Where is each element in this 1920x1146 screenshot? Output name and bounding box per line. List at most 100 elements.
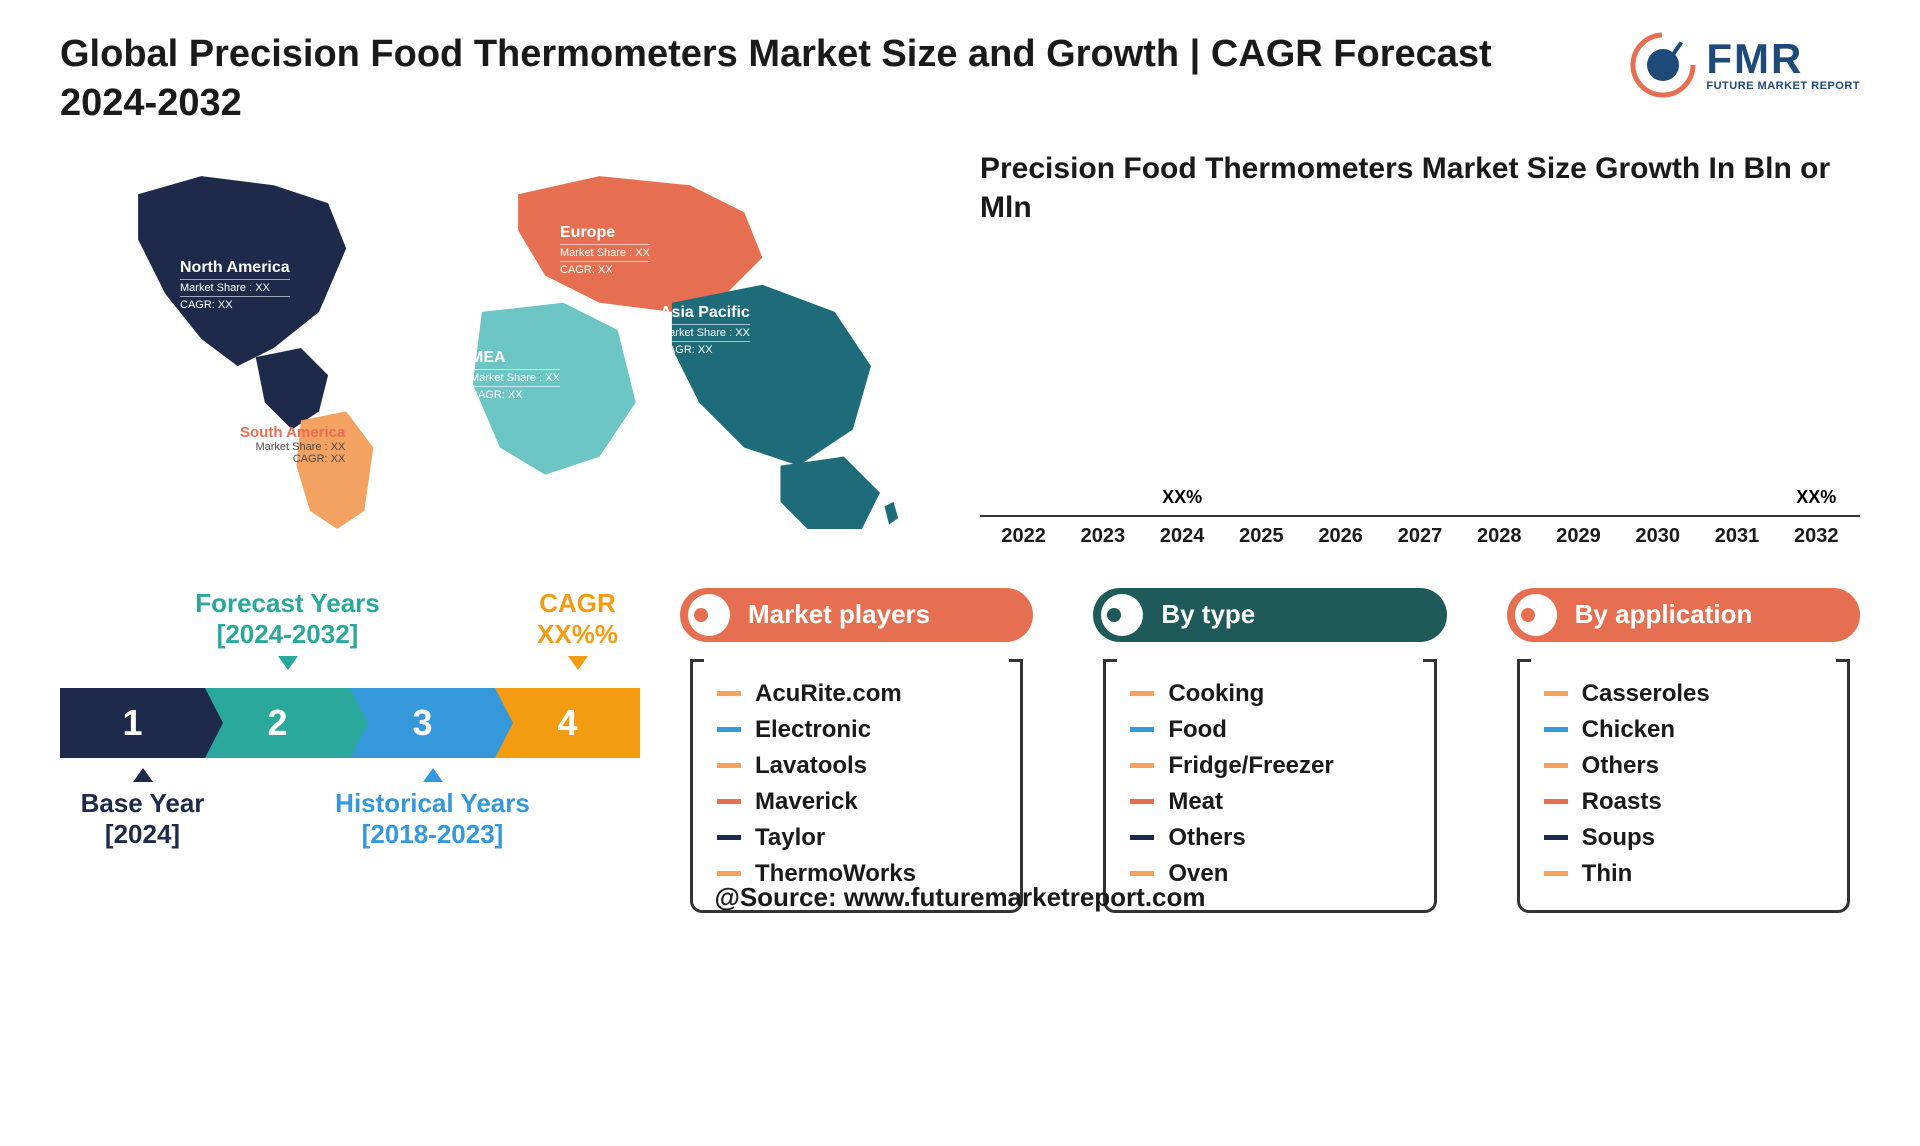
category-label: By application	[1575, 599, 1753, 630]
x-label: 2022	[990, 525, 1057, 548]
dash-icon	[1544, 799, 1568, 804]
category-list: CookingFoodFridge/FreezerMeatOthersOven	[1103, 662, 1436, 913]
pill-circle-icon	[1101, 594, 1143, 636]
dash-icon	[1130, 799, 1154, 804]
list-item-text: Roasts	[1582, 788, 1662, 816]
list-item: Food	[1130, 716, 1409, 744]
pill-circle-icon	[688, 594, 730, 636]
timeline-bar: 1 2 3 4	[60, 688, 640, 758]
dash-icon	[1130, 727, 1154, 732]
bars-container: XX% XX%	[980, 257, 1860, 517]
x-label: 2032	[1783, 525, 1850, 548]
dash-icon	[1544, 691, 1568, 696]
logo-icon	[1628, 30, 1698, 100]
list-item: Chicken	[1544, 716, 1823, 744]
list-item-text: Casseroles	[1582, 680, 1710, 708]
dash-icon	[1130, 691, 1154, 696]
x-label: 2027	[1386, 525, 1453, 548]
region-asia-pacific: Asia Pacific Market Share : XX CAGR: XX	[660, 304, 750, 356]
list-item-text: Thin	[1582, 860, 1633, 888]
list-item: Maverick	[717, 788, 996, 816]
category-list: Casseroles Chicken Others Roasts Soups Thin	[1517, 662, 1850, 913]
x-label: 2031	[1703, 525, 1770, 548]
category-label: Market players	[748, 599, 930, 630]
x-label: 2025	[1228, 525, 1295, 548]
page-title: Global Precision Food Thermometers Marke…	[60, 30, 1560, 129]
categories: Market playersAcuRite.comElectronicLavat…	[680, 588, 1860, 913]
bar-chart: Precision Food Thermometers Market Size …	[980, 149, 1860, 548]
list-item-text: Maverick	[755, 788, 858, 816]
x-label: 2028	[1466, 525, 1533, 548]
list-item: Roasts	[1544, 788, 1823, 816]
list-item-text: Others	[1168, 824, 1245, 852]
list-item-text: Cooking	[1168, 680, 1264, 708]
timeline-seg-4: 4	[495, 688, 640, 758]
timeline-bottom-label: Historical Years[2018-2023]	[330, 768, 535, 850]
x-label: 2029	[1545, 525, 1612, 548]
dash-icon	[1544, 727, 1568, 732]
dash-icon	[717, 871, 741, 876]
list-item-text: Lavatools	[755, 752, 867, 780]
dash-icon	[717, 835, 741, 840]
map-svg	[60, 149, 940, 529]
dash-icon	[1130, 871, 1154, 876]
pill-circle-icon	[1515, 594, 1557, 636]
dash-icon	[717, 799, 741, 804]
timeline-seg-1: 1	[60, 688, 205, 758]
source-text: @Source: www.futuremarketreport.com	[714, 882, 1205, 913]
list-item-text: Fridge/Freezer	[1168, 752, 1333, 780]
x-label: 2026	[1307, 525, 1374, 548]
list-item: Soups	[1544, 824, 1823, 852]
list-item-text: Chicken	[1582, 716, 1675, 744]
category: By application Casseroles Chicken Others Roa…	[1507, 588, 1860, 913]
timeline: Forecast Years[2024-2032]CAGRXX%% 1 2 3 …	[60, 588, 640, 868]
list-item: Others	[1130, 824, 1409, 852]
list-item: Fridge/Freezer	[1130, 752, 1409, 780]
region-south-america: South America Market Share : XX CAGR: XX	[240, 424, 345, 465]
timeline-seg-2: 2	[205, 688, 350, 758]
fmr-logo: FMR FUTURE MARKET REPORT	[1628, 30, 1860, 100]
dash-icon	[1544, 763, 1568, 768]
list-item-text: Electronic	[755, 716, 871, 744]
x-label: 2024	[1149, 525, 1216, 548]
category-pill: Market players	[680, 588, 1033, 642]
category-pill: By application	[1507, 588, 1860, 642]
timeline-top-label: Forecast Years[2024-2032]	[185, 588, 390, 670]
list-item-text: Soups	[1582, 824, 1655, 852]
category-list: AcuRite.comElectronicLavatoolsMaverickTa…	[690, 662, 1023, 913]
list-item: Meat	[1130, 788, 1409, 816]
bar-callout: XX%	[1162, 487, 1202, 508]
logo-sub: FUTURE MARKET REPORT	[1706, 80, 1860, 92]
x-label: 2030	[1624, 525, 1691, 548]
timeline-top-label: CAGRXX%%	[475, 588, 680, 670]
dash-icon	[1130, 763, 1154, 768]
list-item: Casseroles	[1544, 680, 1823, 708]
category: By type Cooking Food Fridge/Freezer Meat Othe…	[1093, 588, 1446, 913]
x-axis-labels: 2022 2023 2024 2025 2026 2027 2028 2029 2030 2031…	[980, 517, 1860, 548]
list-item: Cooking	[1130, 680, 1409, 708]
header: Global Precision Food Thermometers Marke…	[60, 30, 1860, 129]
dash-icon	[1544, 871, 1568, 876]
chart-title: Precision Food Thermometers Market Size …	[980, 149, 1860, 227]
x-label: 2023	[1069, 525, 1136, 548]
category-label: By type	[1161, 599, 1255, 630]
bar-callout: XX%	[1796, 487, 1836, 508]
timeline-seg-3: 3	[350, 688, 495, 758]
dash-icon	[717, 763, 741, 768]
list-item: Electronic	[717, 716, 996, 744]
world-map: North America Market Share : XX CAGR: XX…	[60, 149, 940, 529]
timeline-bottom-label: Base Year[2024]	[40, 768, 245, 850]
region-mea: MEA Market Share : XX CAGR: XX	[470, 349, 560, 401]
list-item-text: Others	[1582, 752, 1659, 780]
region-north-america: North America Market Share : XX CAGR: XX	[180, 259, 290, 311]
dash-icon	[1130, 835, 1154, 840]
category: Market playersAcuRite.comElectronicLavat…	[680, 588, 1033, 913]
list-item: Thin	[1544, 860, 1823, 888]
dash-icon	[717, 691, 741, 696]
list-item-text: Food	[1168, 716, 1227, 744]
category-pill: By type	[1093, 588, 1446, 642]
dash-icon	[1544, 835, 1568, 840]
logo-main: FMR	[1706, 38, 1860, 80]
region-europe: Europe Market Share : XX CAGR: XX	[560, 224, 650, 276]
list-item: Taylor	[717, 824, 996, 852]
